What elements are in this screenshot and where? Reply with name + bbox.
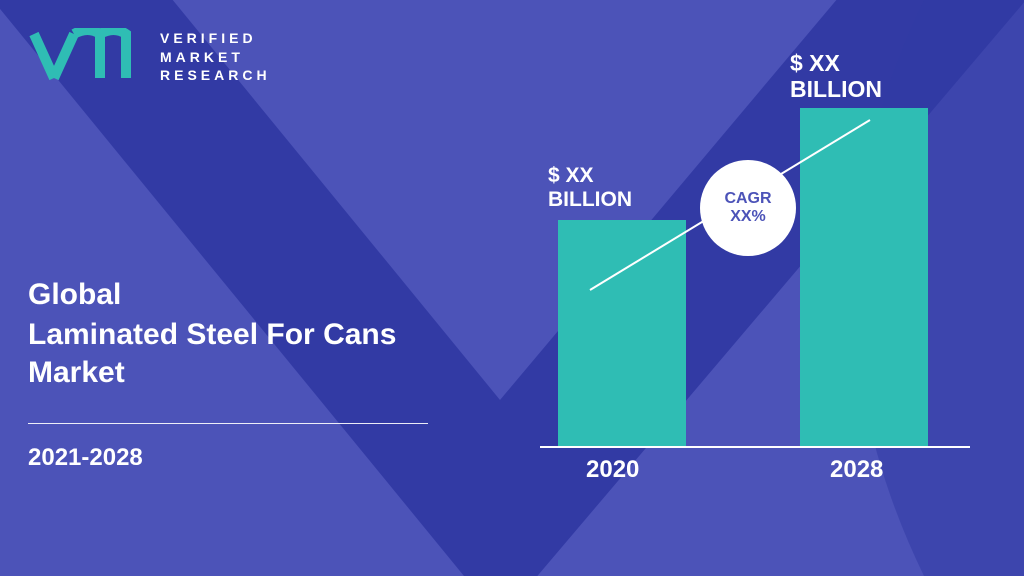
growth-bar-chart: $ XX BILLION $ XX BILLION 2020 2028 CAGR…	[540, 60, 970, 490]
logo-text-line3: RESEARCH	[160, 66, 271, 85]
bar-2028	[800, 108, 928, 446]
cagr-badge: CAGR XX%	[700, 160, 796, 256]
title-line-1: Global	[28, 278, 448, 312]
bar-value-line2: BILLION	[790, 76, 882, 102]
bar-label-2028: $ XX BILLION	[790, 50, 882, 103]
bar-value-line2: BILLION	[548, 188, 632, 212]
title-line-2: Laminated Steel For Cans Market	[28, 316, 448, 391]
logo-text-line2: MARKET	[160, 48, 271, 67]
x-axis	[540, 446, 970, 448]
x-label-2020: 2020	[586, 456, 639, 484]
year-range: 2021-2028	[28, 444, 448, 472]
bar-2020	[558, 220, 686, 446]
cagr-line1: CAGR	[724, 190, 771, 208]
title-block: Global Laminated Steel For Cans Market 2…	[28, 278, 448, 472]
logo-text-line1: VERIFIED	[160, 29, 271, 48]
vmr-logo: VERIFIED MARKET RESEARCH	[28, 28, 271, 86]
vmr-logo-mark-icon	[28, 28, 148, 86]
bar-value-line1: $ XX	[790, 50, 882, 76]
bar-value-line1: $ XX	[548, 164, 632, 188]
vmr-logo-text: VERIFIED MARKET RESEARCH	[160, 29, 271, 86]
x-label-2028: 2028	[830, 456, 883, 484]
title-divider	[28, 423, 428, 424]
infographic-canvas: VERIFIED MARKET RESEARCH Global Laminate…	[0, 0, 1024, 576]
bar-label-2020: $ XX BILLION	[548, 164, 632, 212]
cagr-line2: XX%	[730, 208, 766, 226]
